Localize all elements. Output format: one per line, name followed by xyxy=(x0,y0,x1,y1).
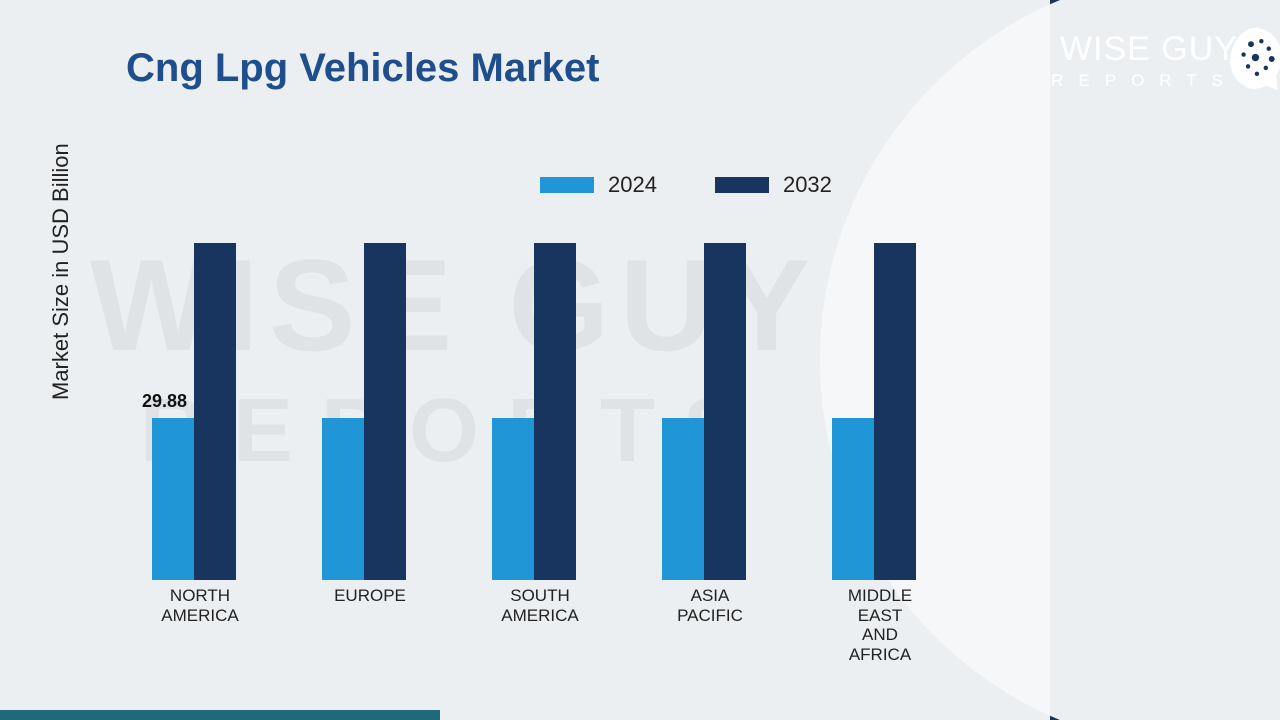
brand-logo: WISE GUY REPORTS xyxy=(1051,30,1238,91)
bar-2024 xyxy=(152,418,194,580)
bar-2024 xyxy=(832,418,874,580)
logo-line2: REPORTS xyxy=(1051,71,1238,91)
y-axis-label: Market Size in USD Billion xyxy=(48,143,74,400)
category-label: NORTHAMERICA xyxy=(135,586,265,625)
head-icon xyxy=(1214,22,1280,96)
bar-2024 xyxy=(662,418,704,580)
category-label: ASIAPACIFIC xyxy=(645,586,775,625)
legend-swatch-2024 xyxy=(540,177,594,193)
legend-label-2024: 2024 xyxy=(608,172,657,198)
bottom-accent-bar xyxy=(0,710,440,720)
bar-2032 xyxy=(534,243,576,580)
legend-item-2032: 2032 xyxy=(715,172,832,198)
bar-2032 xyxy=(364,243,406,580)
legend: 2024 2032 xyxy=(540,172,832,198)
bar-2024 xyxy=(322,418,364,580)
bar-2024 xyxy=(492,418,534,580)
bar-2032 xyxy=(704,243,746,580)
category-label: EUROPE xyxy=(305,586,435,606)
bar-value-label: 29.88 xyxy=(142,391,187,412)
bar-2032 xyxy=(194,243,236,580)
bar-chart: 29.88NORTHAMERICAEUROPESOUTHAMERICAASIAP… xyxy=(120,200,980,580)
chart-title: Cng Lpg Vehicles Market xyxy=(126,46,599,91)
bar-2032 xyxy=(874,243,916,580)
legend-item-2024: 2024 xyxy=(540,172,657,198)
category-label: SOUTHAMERICA xyxy=(475,586,605,625)
legend-label-2032: 2032 xyxy=(783,172,832,198)
logo-line1: WISE GUY xyxy=(1051,30,1238,69)
category-label: MIDDLEEASTANDAFRICA xyxy=(815,586,945,664)
legend-swatch-2032 xyxy=(715,177,769,193)
